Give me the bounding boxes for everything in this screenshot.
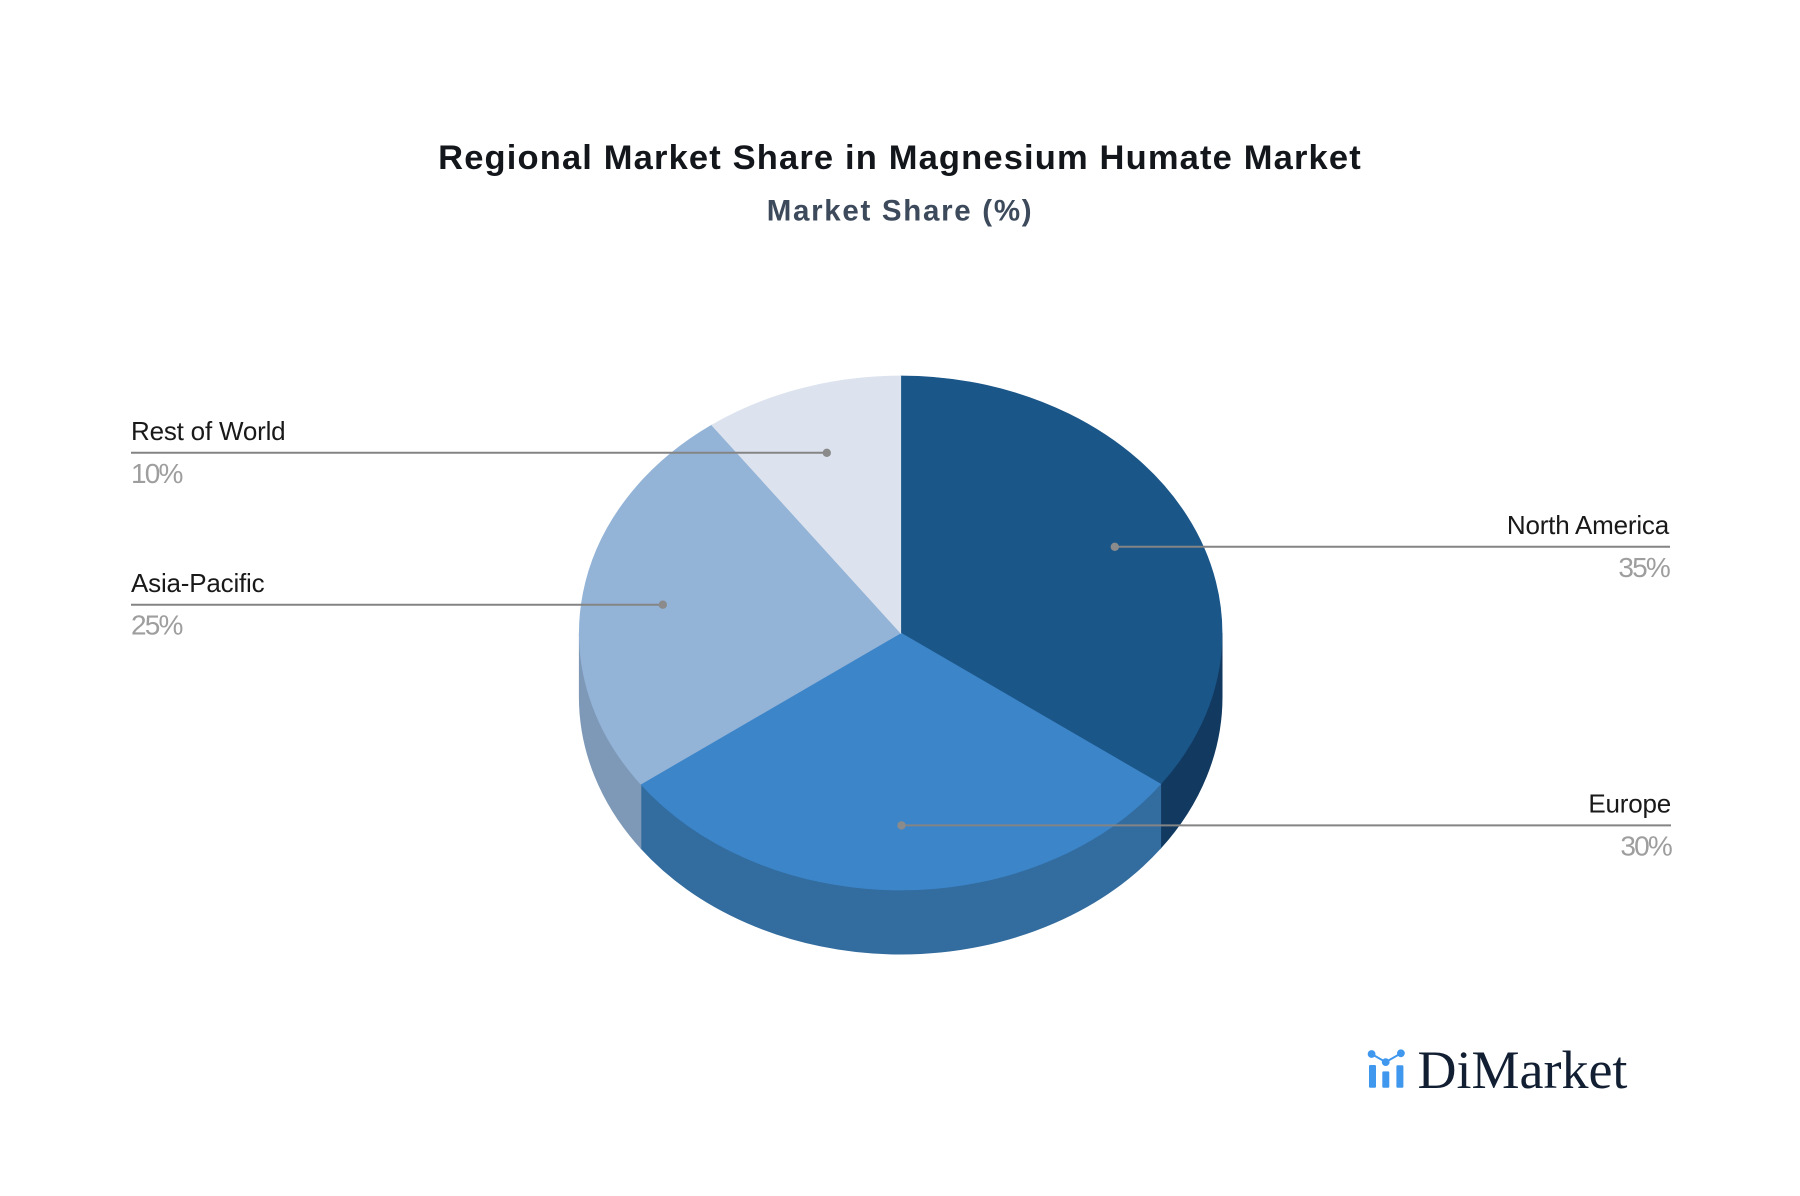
svg-text:Europe: Europe (1588, 788, 1671, 818)
svg-text:25%: 25% (131, 610, 183, 641)
svg-text:Market Share (%): Market Share (%) (767, 195, 1034, 228)
svg-text:35%: 35% (1618, 552, 1670, 583)
svg-text:DiMarket: DiMarket (1418, 1040, 1628, 1100)
svg-text:10%: 10% (131, 458, 183, 489)
svg-text:30%: 30% (1620, 830, 1672, 861)
svg-text:Rest of World: Rest of World (131, 416, 285, 446)
svg-text:Regional Market Share in Magne: Regional Market Share in Magnesium Humat… (438, 139, 1362, 177)
svg-text:North America: North America (1507, 510, 1670, 540)
svg-text:Asia-Pacific: Asia-Pacific (131, 568, 265, 598)
